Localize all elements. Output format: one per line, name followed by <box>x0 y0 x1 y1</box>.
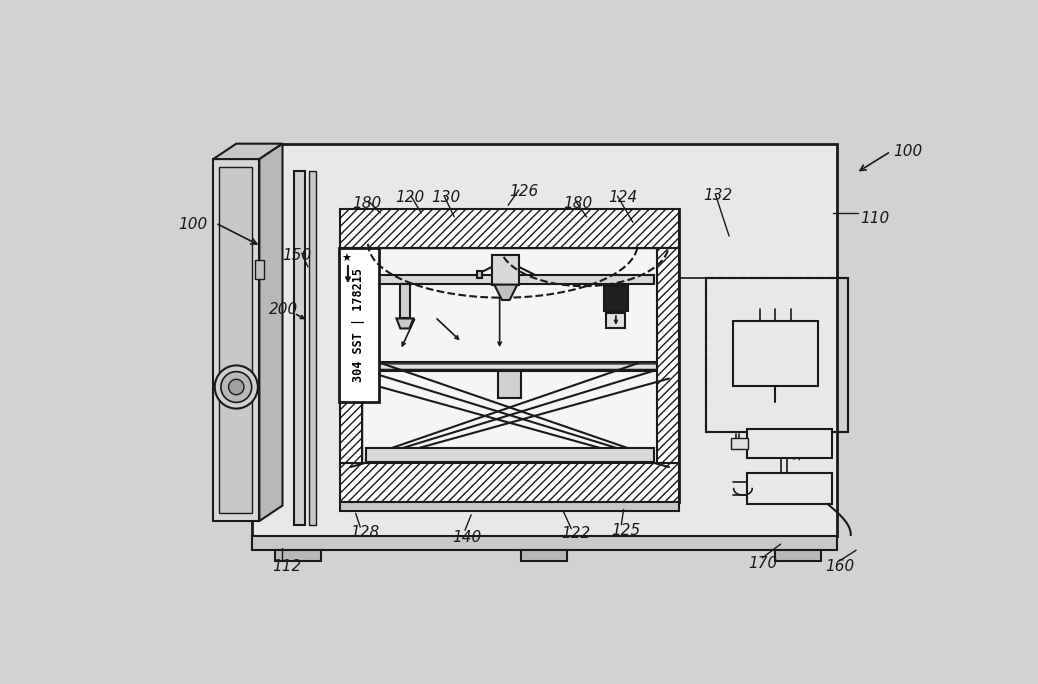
Circle shape <box>228 380 244 395</box>
Bar <box>657 248 679 463</box>
Text: 130: 130 <box>431 190 461 205</box>
Bar <box>365 274 654 284</box>
Bar <box>706 278 848 432</box>
Text: 112: 112 <box>273 560 302 575</box>
Text: 304 SST | 178215: 304 SST | 178215 <box>352 268 365 382</box>
Bar <box>498 371 521 398</box>
Polygon shape <box>397 319 413 328</box>
Bar <box>746 429 831 458</box>
Bar <box>340 502 679 511</box>
Bar <box>775 550 821 561</box>
Text: 150: 150 <box>282 248 311 263</box>
Bar <box>219 167 251 513</box>
Polygon shape <box>476 271 482 278</box>
Text: ★: ★ <box>342 254 352 264</box>
Bar <box>309 170 316 525</box>
Polygon shape <box>260 144 282 521</box>
Text: 125: 125 <box>611 523 640 538</box>
Bar <box>251 536 837 550</box>
Text: 100: 100 <box>179 217 208 232</box>
Polygon shape <box>494 285 517 300</box>
Bar <box>746 473 831 504</box>
Text: 170: 170 <box>748 555 777 570</box>
Bar <box>365 448 654 462</box>
Bar <box>338 248 379 402</box>
Circle shape <box>221 371 251 402</box>
Text: 180: 180 <box>564 196 593 211</box>
Bar <box>606 313 625 328</box>
Bar <box>213 159 260 521</box>
Bar <box>340 209 679 248</box>
Text: 120: 120 <box>395 190 425 205</box>
Text: 128: 128 <box>350 525 380 540</box>
Bar <box>340 209 679 502</box>
Bar <box>294 170 305 525</box>
Bar <box>254 260 264 279</box>
Bar <box>362 362 657 371</box>
Text: 132: 132 <box>704 188 733 203</box>
Text: 124: 124 <box>608 190 637 205</box>
Bar <box>603 286 628 311</box>
Text: 140: 140 <box>452 530 482 545</box>
Text: 122: 122 <box>562 527 591 541</box>
Text: 180: 180 <box>352 196 381 211</box>
Bar <box>492 255 519 285</box>
Bar <box>340 248 362 463</box>
Bar <box>401 284 410 319</box>
Text: 126: 126 <box>510 184 539 199</box>
Bar <box>733 321 818 386</box>
Bar <box>275 550 321 561</box>
Bar <box>521 550 568 561</box>
Bar <box>251 144 837 536</box>
Bar <box>340 463 679 502</box>
Circle shape <box>215 365 257 408</box>
Text: 100: 100 <box>893 144 923 159</box>
Bar <box>362 248 657 463</box>
Bar <box>732 438 748 449</box>
Polygon shape <box>213 144 282 159</box>
Text: 200: 200 <box>270 302 299 317</box>
Text: 110: 110 <box>861 211 890 226</box>
Text: 160: 160 <box>825 560 854 575</box>
